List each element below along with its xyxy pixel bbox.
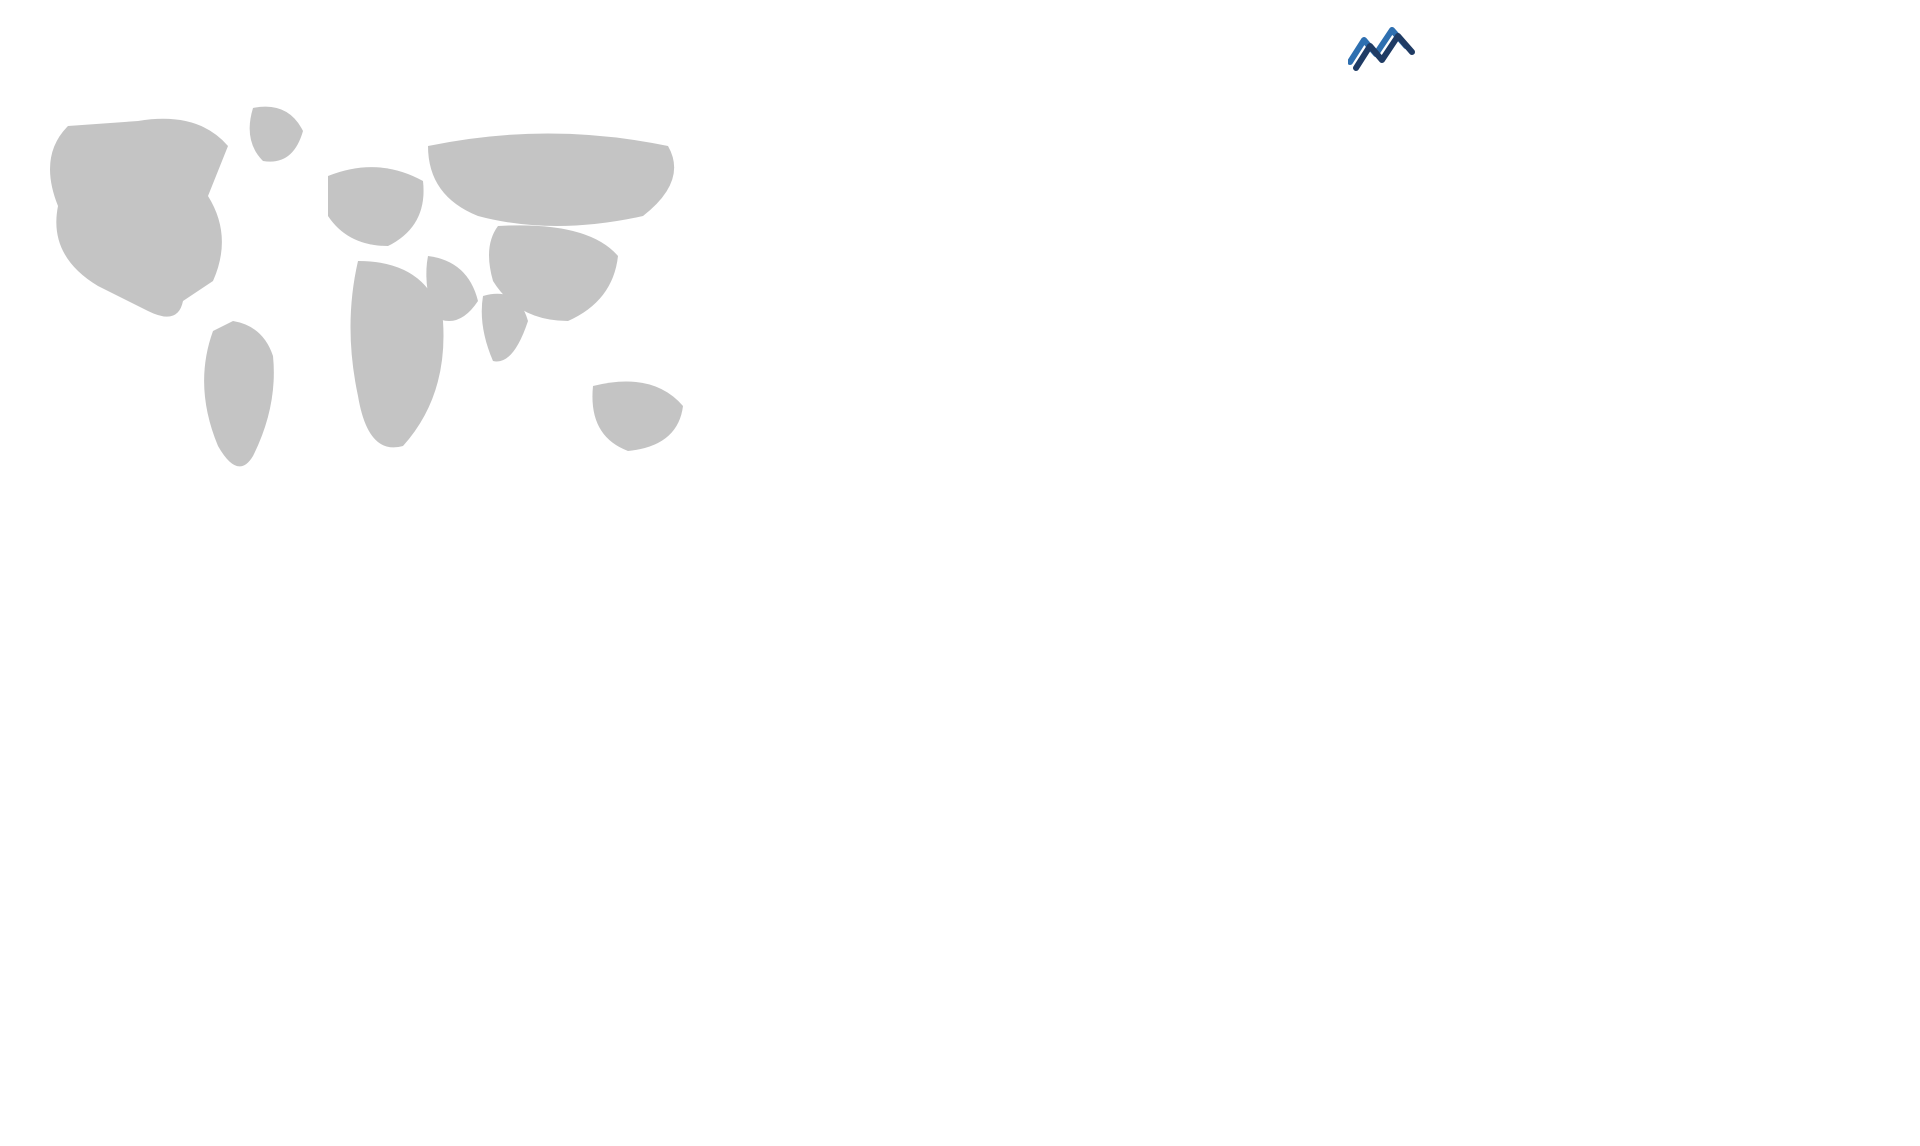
segmentation-panel: [28, 514, 448, 754]
bottom-row: [28, 514, 1432, 754]
page-title: [28, 20, 1348, 24]
players-panel: [464, 514, 944, 754]
regional-donut-svg: [960, 524, 1190, 754]
brand-logo: [1348, 20, 1432, 72]
world-map-svg: [28, 86, 708, 486]
world-map-panel: [28, 86, 708, 486]
segmentation-legend: [268, 524, 288, 754]
segmentation-chart-svg: [28, 524, 268, 754]
growth-chart-svg: [744, 86, 1432, 479]
middle-row: [28, 86, 1432, 486]
header-row: [28, 20, 1432, 72]
logo-mark-icon: [1348, 22, 1418, 72]
growth-chart-panel: [744, 86, 1432, 486]
regional-panel: [960, 514, 1432, 754]
